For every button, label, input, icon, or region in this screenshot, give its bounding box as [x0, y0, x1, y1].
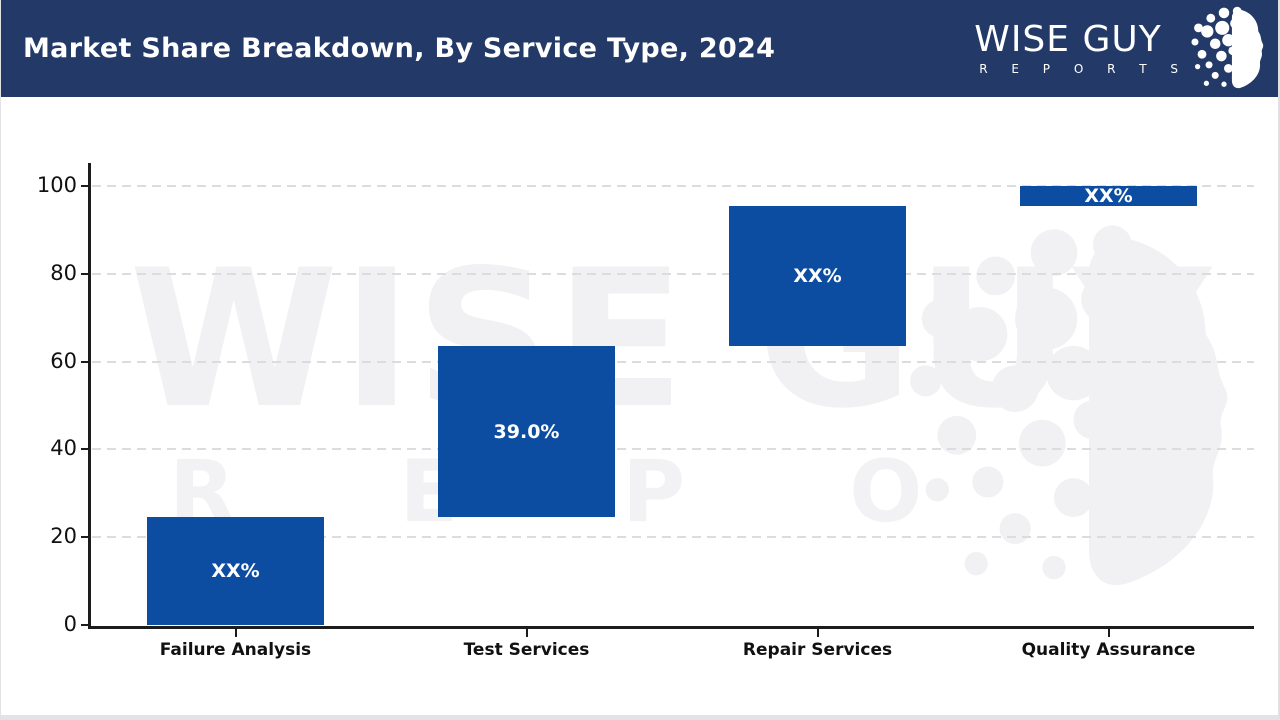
x-category-label-quality-assurance: Quality Assurance: [1021, 640, 1196, 660]
page-title: Market Share Breakdown, By Service Type,…: [23, 33, 776, 64]
gridline-100: [92, 185, 1254, 187]
bar-quality-assurance: XX%: [1020, 184, 1197, 207]
gridline-80: [92, 272, 1254, 275]
bar-test-services: 39.0%: [438, 346, 615, 518]
y-tick-40: [81, 448, 90, 451]
logo-wordmark: WISE GUY R E P O R T S: [974, 18, 1188, 76]
y-tick-100: [81, 185, 90, 187]
y-tick-label-100: 100: [36, 173, 77, 197]
x-axis-line: [88, 626, 1254, 629]
x-tick-quality-assurance: [1107, 629, 1110, 637]
watermark-head-dots-icon: [910, 225, 1228, 586]
wise-guy-reports-logo: WISE GUY R E P O R T S: [974, 5, 1266, 93]
bar-label-quality-assurance: XX%: [1084, 184, 1133, 207]
bar-label-repair-services: XX%: [793, 264, 842, 287]
x-tick-test-services: [525, 629, 528, 637]
x-tick-repair-services: [816, 629, 819, 637]
y-tick-80: [81, 272, 90, 275]
x-category-label-repair-services: Repair Services: [742, 640, 893, 660]
y-tick-20: [81, 536, 90, 539]
y-tick-label-60: 60: [50, 348, 77, 373]
gridline-40: [92, 448, 1254, 451]
logo-text-wise-guy: WISE GUY: [974, 18, 1162, 60]
y-tick-label-40: 40: [50, 436, 77, 461]
y-tick-label-80: 80: [50, 260, 77, 285]
y-axis-line: [88, 163, 91, 629]
bar-failure-analysis: XX%: [147, 517, 324, 625]
chart-plot-area: WISE GUY R E P O R T S XX%39.0%XX%XX% 02…: [1, 97, 1278, 715]
x-category-label-failure-analysis: Failure Analysis: [159, 640, 312, 660]
bar-repair-services: XX%: [729, 205, 906, 347]
x-tick-failure-analysis: [234, 629, 237, 637]
y-tick-label-0: 0: [63, 612, 77, 636]
bar-label-failure-analysis: XX%: [211, 560, 260, 583]
y-tick-label-20: 20: [50, 524, 77, 549]
gridline-20: [92, 536, 1254, 539]
x-category-label-test-services: Test Services: [463, 640, 590, 660]
logo-head-dots-icon: [1191, 6, 1264, 88]
y-tick-60: [81, 360, 90, 363]
gridline-60: [92, 360, 1254, 363]
figure-header: Market Share Breakdown, By Service Type,…: [1, 0, 1278, 97]
bar-label-test-services: 39.0%: [493, 420, 560, 443]
logo-text-reports: R E P O R T S: [979, 61, 1188, 76]
y-tick-0: [81, 624, 90, 626]
